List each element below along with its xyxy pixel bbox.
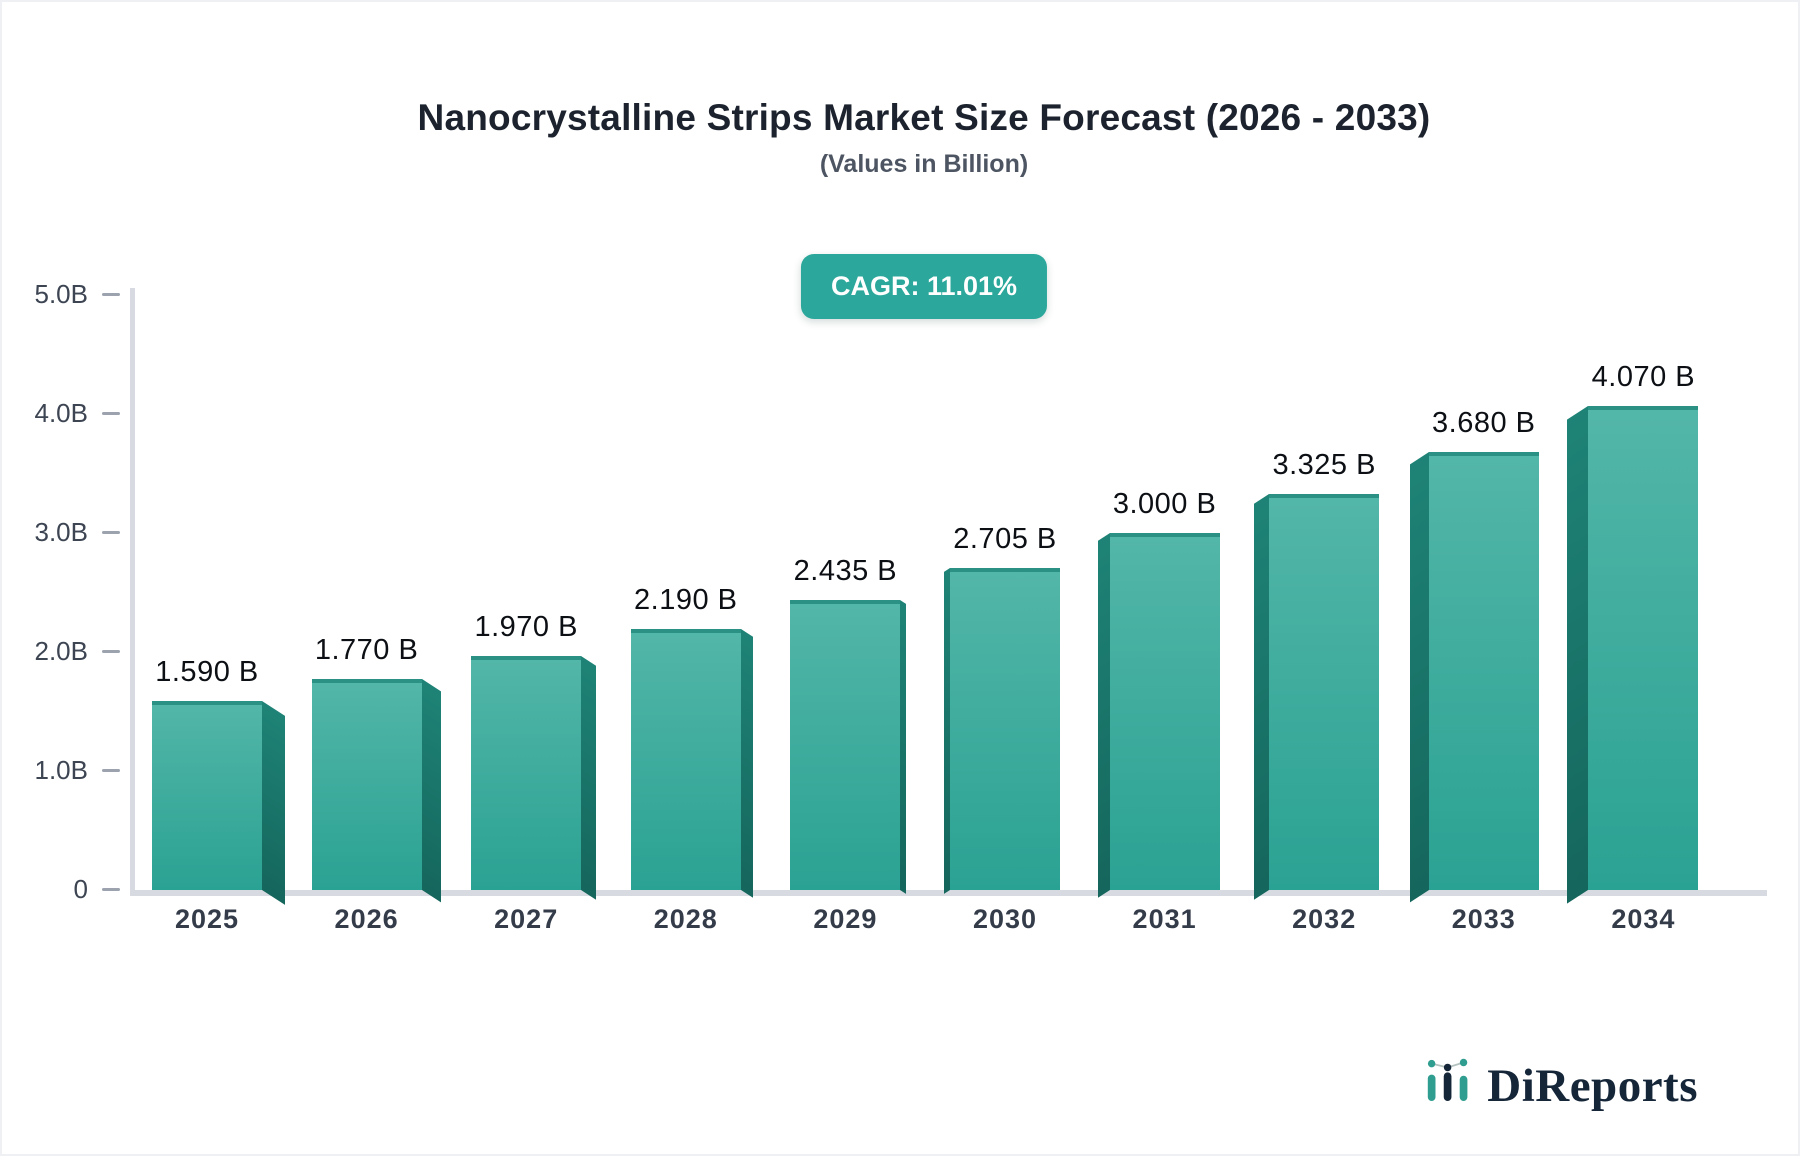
bar xyxy=(1588,406,1699,890)
x-axis-baseline xyxy=(130,890,1767,896)
x-axis-year-label: 2026 xyxy=(334,904,399,934)
bar-value-label: 3.000 B xyxy=(1112,488,1217,520)
y-axis-tick-label: 1.0B xyxy=(34,755,89,785)
y-axis-tick-mark xyxy=(102,293,120,296)
bar-top-edge xyxy=(1588,406,1699,410)
bar-value-label: 2.435 B xyxy=(793,555,898,587)
bar xyxy=(950,568,1060,890)
bar-side-face xyxy=(421,679,441,903)
bar-side-face xyxy=(1097,533,1110,898)
y-axis-tick-label: 5.0B xyxy=(34,279,89,309)
bar-top-edge xyxy=(152,701,262,705)
y-axis-tick-label: 4.0B xyxy=(34,398,89,428)
bar-side-face xyxy=(1409,452,1429,903)
bar xyxy=(790,600,901,890)
bar xyxy=(1109,533,1220,890)
x-axis-year-label: 2031 xyxy=(1132,904,1197,934)
bar xyxy=(630,629,741,890)
x-axis-year-label: 2027 xyxy=(494,904,559,934)
bar-value-label: 3.325 B xyxy=(1272,449,1376,481)
bar xyxy=(471,656,582,890)
x-axis-year-label: 2030 xyxy=(972,904,1038,934)
bar-top-edge xyxy=(471,656,582,660)
bar-top-edge xyxy=(1269,494,1380,498)
y-axis-tick-mark xyxy=(102,531,120,534)
y-axis-tick-mark xyxy=(102,412,120,415)
x-axis-year-label: 2028 xyxy=(653,904,718,934)
bar-side-face xyxy=(1254,494,1270,900)
bar-top-edge xyxy=(790,600,901,604)
bar-value-label: 4.070 B xyxy=(1591,361,1696,393)
y-axis-tick-label: 0 xyxy=(73,874,88,904)
y-axis-tick-label: 2.0B xyxy=(34,636,89,666)
y-axis-tick-mark xyxy=(102,769,120,772)
bar-side-face xyxy=(1567,406,1589,904)
x-axis-year-label: 2025 xyxy=(174,904,240,934)
bar-top-edge xyxy=(1109,533,1220,537)
bar-top-edge xyxy=(311,679,422,683)
bar-top-edge xyxy=(630,629,741,633)
bar xyxy=(152,701,262,890)
bar-side-face xyxy=(581,656,597,900)
y-axis-line xyxy=(130,288,135,896)
bar xyxy=(1269,494,1380,890)
bar-top-edge xyxy=(950,568,1060,572)
bar-value-label: 1.970 B xyxy=(474,611,578,643)
bar xyxy=(311,679,422,890)
x-axis-year-label: 2032 xyxy=(1292,904,1357,934)
y-axis-tick-mark xyxy=(102,888,120,891)
chart-title: Nanocrystalline Strips Market Size Forec… xyxy=(417,97,1431,138)
bar-side-face xyxy=(900,600,907,894)
x-axis-year-label: 2033 xyxy=(1451,904,1516,934)
bar-value-label: 1.590 B xyxy=(155,656,259,688)
x-axis-year-label: 2034 xyxy=(1611,904,1676,934)
bar-top-edge xyxy=(1428,452,1539,456)
bar-value-label: 2.190 B xyxy=(634,584,738,616)
bar-value-label: 2.705 B xyxy=(953,523,1057,555)
chart-subtitle: (Values in Billion) xyxy=(819,150,1029,178)
brand-logo-text: DiReports xyxy=(1487,1060,1698,1112)
bar xyxy=(1428,452,1539,890)
cagr-badge: CAGR: 11.01% xyxy=(800,254,1048,319)
bar-chart-logo-icon xyxy=(1428,1058,1468,1101)
y-axis-tick-mark xyxy=(102,650,120,653)
bar-side-face xyxy=(740,629,753,898)
x-axis-year-label: 2029 xyxy=(813,904,878,934)
brand-logo: DiReports xyxy=(1427,1057,1698,1110)
bar-side-face xyxy=(262,701,285,905)
bar-value-label: 3.680 B xyxy=(1432,407,1536,439)
bar-value-label: 1.770 B xyxy=(314,634,419,666)
y-axis-tick-label: 3.0B xyxy=(34,517,89,547)
